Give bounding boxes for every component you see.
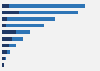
Bar	[2, 4, 9, 8]
Bar	[2, 17, 7, 21]
Bar	[9, 4, 86, 8]
Bar	[16, 30, 30, 34]
Bar	[2, 11, 19, 14]
Bar	[12, 37, 23, 41]
Bar	[2, 44, 9, 47]
Bar	[2, 63, 4, 67]
Bar	[2, 30, 16, 34]
Bar	[6, 24, 44, 27]
Bar	[5, 57, 6, 60]
Bar	[19, 11, 78, 14]
Bar	[2, 37, 12, 41]
Bar	[7, 50, 10, 54]
Bar	[7, 17, 55, 21]
Bar	[2, 57, 5, 60]
Bar	[2, 24, 6, 27]
Bar	[9, 44, 16, 47]
Bar	[2, 50, 7, 54]
